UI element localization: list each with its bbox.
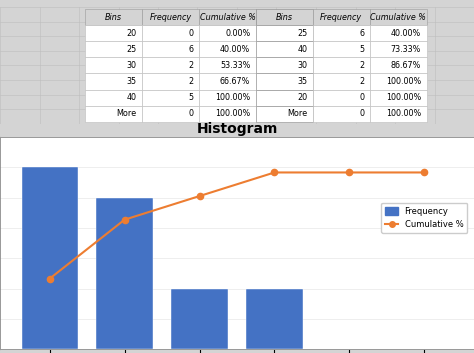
Title: Histogram: Histogram (196, 122, 278, 136)
Bar (97, 198, 153, 349)
Bar (172, 289, 228, 349)
Bar (21, 167, 78, 349)
Bar (246, 289, 302, 349)
Legend: Frequency, Cumulative %: Frequency, Cumulative % (381, 203, 467, 233)
